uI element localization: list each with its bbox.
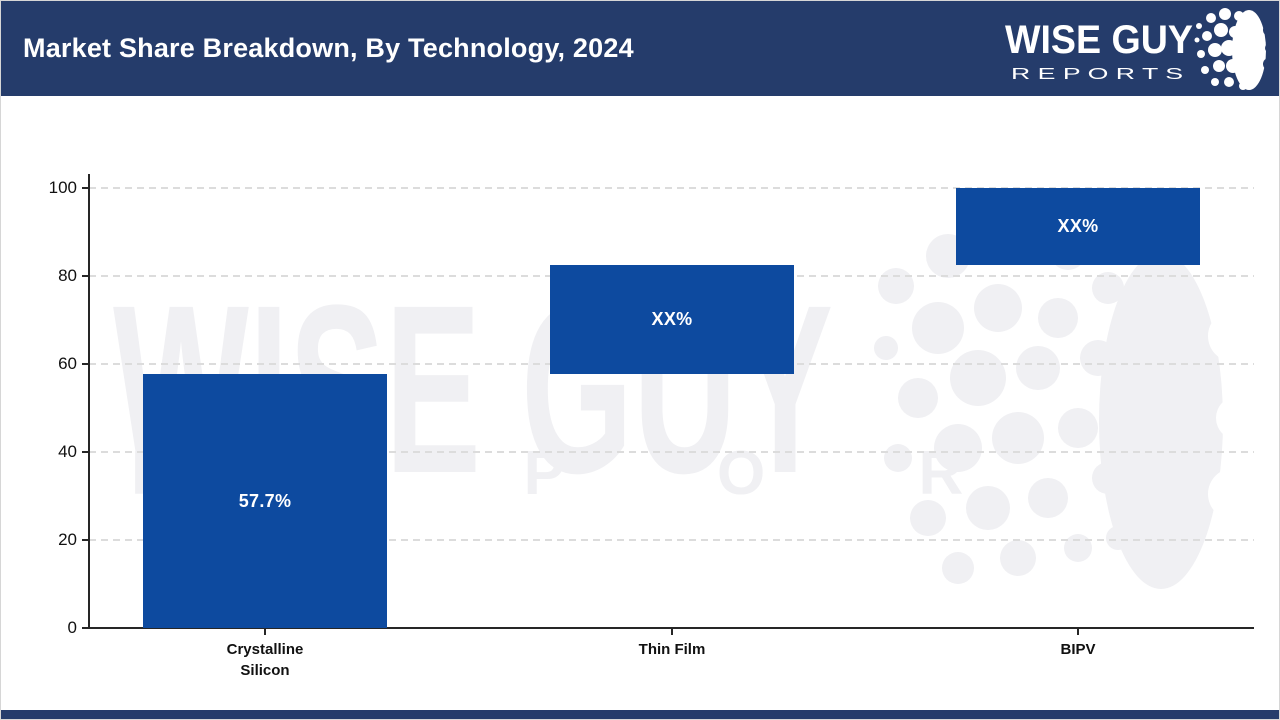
y-axis-tick-label: 60 xyxy=(58,354,77,373)
x-axis-category-label: Thin Film xyxy=(638,641,706,658)
watermark-dot-head-graphic xyxy=(874,226,1256,589)
y-axis-tick-label: 80 xyxy=(58,266,77,285)
logo-subtext: R E P O R T S xyxy=(1011,66,1183,83)
y-axis-tick-label: 0 xyxy=(67,618,77,637)
footer-bar xyxy=(1,710,1279,719)
y-axis-tickmark xyxy=(82,539,89,541)
gridline-100 xyxy=(89,187,1254,189)
y-axis-tick-label: 20 xyxy=(58,530,77,549)
bar-bipv: XX% xyxy=(956,188,1200,265)
bar-value-label: XX% xyxy=(1057,215,1099,236)
y-axis-tickmark xyxy=(82,627,89,629)
y-axis-tick-label: 40 xyxy=(58,442,77,461)
chart-title: Market Share Breakdown, By Technology, 2… xyxy=(23,33,634,63)
x-axis-tickmark xyxy=(264,628,266,635)
header-bar: Market Share Breakdown, By Technology, 2… xyxy=(1,1,1279,96)
y-axis-tick-label: 100 xyxy=(48,178,77,197)
y-axis-tickmark xyxy=(82,363,89,365)
gridline-20 xyxy=(89,539,1254,541)
y-axis-line xyxy=(88,174,90,629)
y-axis-tickmark xyxy=(82,451,89,453)
wise-guy-reports-logo: WISE GUY R E P O R T S xyxy=(1005,8,1271,90)
bar-value-label: 57.7% xyxy=(238,490,292,511)
gridline-40 xyxy=(89,451,1254,453)
x-axis-tickmark xyxy=(1077,628,1079,635)
bar-value-label: XX% xyxy=(651,308,693,329)
y-axis-tickmark xyxy=(82,275,89,277)
bar-thin-film: XX% xyxy=(550,264,794,375)
x-axis-category-label: Crystalline Silicon xyxy=(226,641,304,679)
bar-crystalline-silicon: 57.7% xyxy=(143,374,387,628)
logo-wordmark: WISE GUY xyxy=(1005,18,1193,62)
x-axis-line xyxy=(87,627,1254,629)
x-axis-tickmark xyxy=(671,628,673,635)
y-axis-tickmark xyxy=(82,187,89,189)
logo-dot-head-icon xyxy=(1194,8,1271,90)
x-axis-category-label: BIPV xyxy=(1060,641,1096,658)
